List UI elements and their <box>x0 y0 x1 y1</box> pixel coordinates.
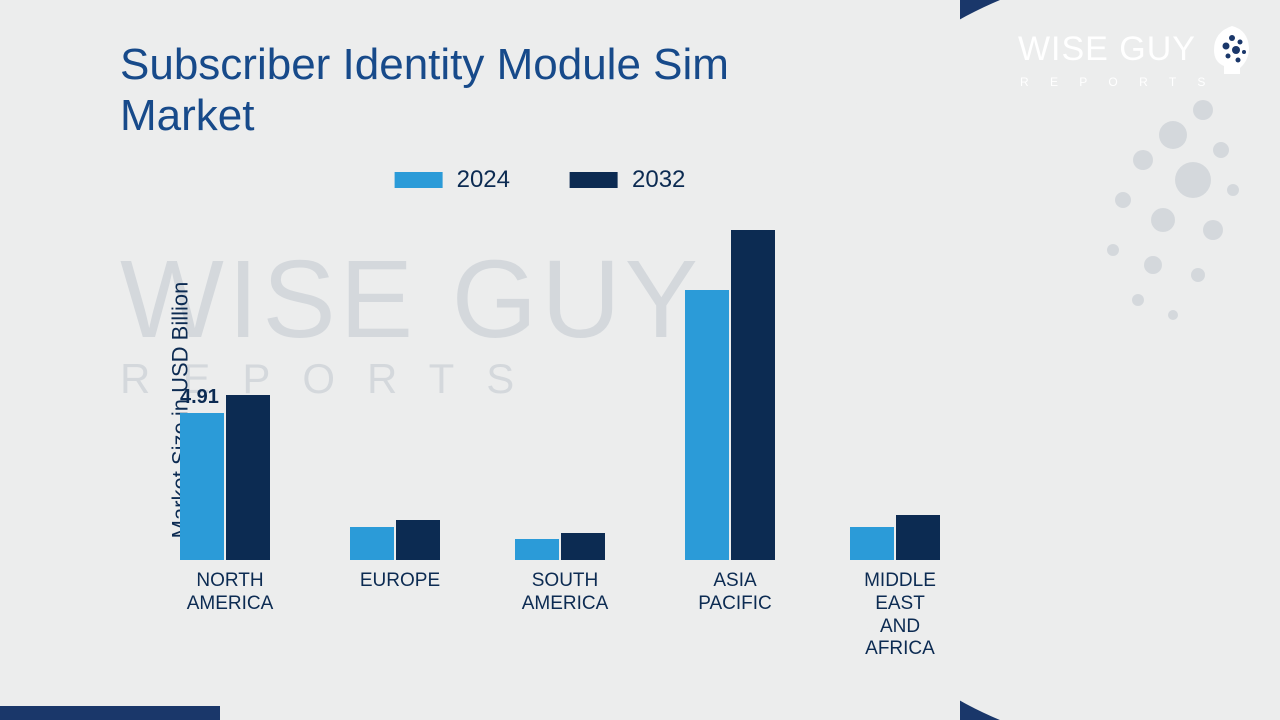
bar-2032 <box>896 515 940 560</box>
chart-title: Subscriber Identity Module Sim Market <box>120 40 840 141</box>
category-label: NORTHAMERICA <box>160 570 300 616</box>
bar-group: SOUTHAMERICA <box>515 533 615 560</box>
bottom-accent-bar <box>0 706 220 720</box>
bar-chart: Market Size in USD Billion 2024 2032 4.9… <box>100 170 980 650</box>
legend-swatch-2024 <box>395 172 443 188</box>
bar-2032 <box>561 533 605 560</box>
bar-2024 <box>850 527 894 560</box>
legend-swatch-2032 <box>570 172 618 188</box>
legend-label-2032: 2032 <box>632 166 685 194</box>
bar-2032 <box>396 520 440 561</box>
brand-logo: WISE GUY R E P O R T S <box>1018 24 1252 88</box>
bar-2024 <box>180 413 224 560</box>
logo-text-sub: R E P O R T S <box>1018 76 1252 88</box>
bar-2024 <box>350 527 394 560</box>
legend-label-2024: 2024 <box>457 166 510 194</box>
bar-group: 4.91NORTHAMERICA <box>180 395 280 560</box>
chart-canvas: WISE GUY R E P O R T S Subscriber Identi… <box>0 0 1280 720</box>
bar-group: EUROPE <box>350 520 450 561</box>
logo-text-main: WISE GUY <box>1018 32 1196 66</box>
category-label: SOUTHAMERICA <box>495 570 635 616</box>
category-label: MIDDLEEASTANDAFRICA <box>830 570 970 661</box>
legend-item-2024: 2024 <box>395 166 510 194</box>
bar-value-label: 4.91 <box>180 386 280 409</box>
bar-2024 <box>515 539 559 560</box>
chart-legend: 2024 2032 <box>395 166 686 194</box>
plot-area: 4.91NORTHAMERICA EUROPE SOUTHAMERICA ASIAPA… <box>150 200 970 560</box>
watermark-head-dots <box>1038 80 1268 340</box>
bar-2032 <box>226 395 270 560</box>
bar-group: ASIAPACIFIC <box>685 230 785 560</box>
category-label: EUROPE <box>330 570 470 593</box>
logo-head-icon <box>1202 24 1252 74</box>
legend-item-2032: 2032 <box>570 166 685 194</box>
bar-2024 <box>685 290 729 560</box>
bar-group: MIDDLEEASTANDAFRICA <box>850 515 950 560</box>
bar-2032 <box>731 230 775 560</box>
category-label: ASIAPACIFIC <box>665 570 805 616</box>
